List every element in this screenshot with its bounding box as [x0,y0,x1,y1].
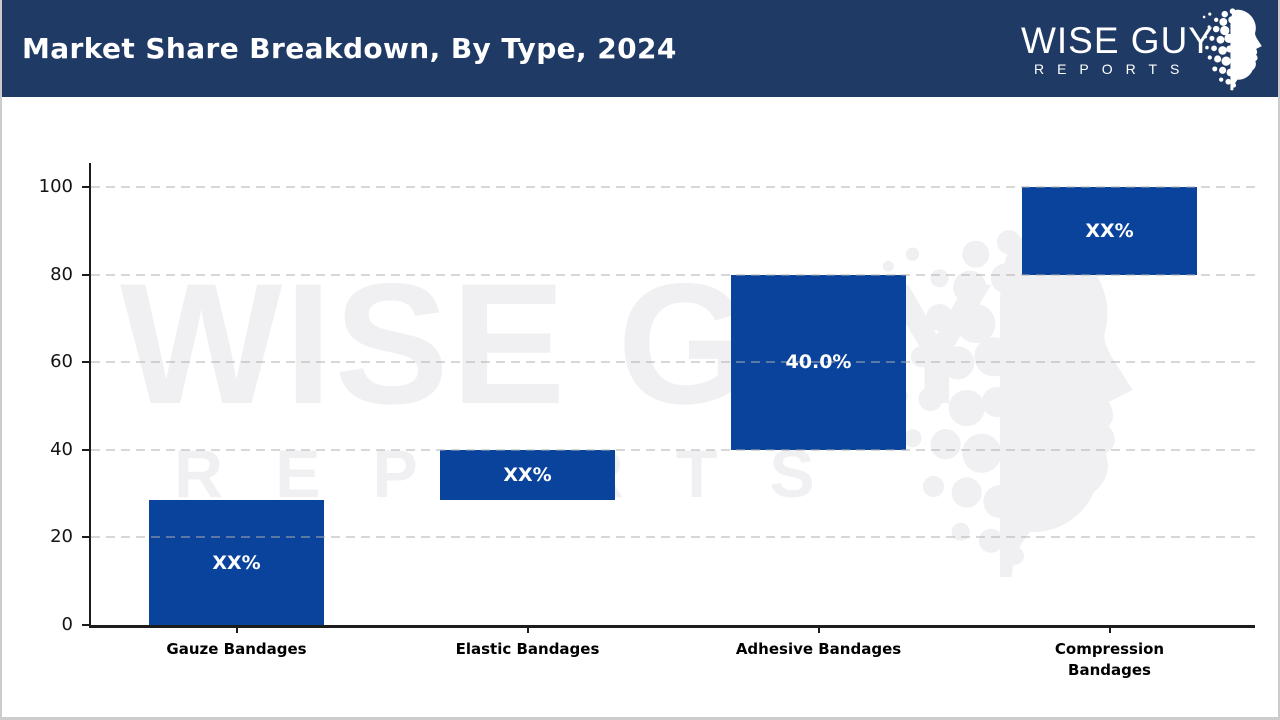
bar-value-label: XX% [212,551,261,574]
gridline-60 [91,361,1255,364]
gridline-100 [91,186,1255,189]
y-tick-label: 80 [50,263,73,285]
bar-gauze-bandages [149,500,324,625]
logo-wordmark-text: WISE GUY [1020,19,1214,61]
y-tick-label: 40 [50,438,73,460]
bar-compression-bandages [1022,187,1197,275]
wise-guy-logo: WISE GUY REPORTS [1021,7,1270,91]
x-tick-mark [1108,625,1111,633]
y-tick-mark [82,186,91,189]
gridline-40 [91,448,1255,451]
x-axis [89,625,1255,628]
page-title: Market Share Breakdown, By Type, 2024 [22,32,677,65]
category-label-1: Gauze Bandages [166,640,307,658]
logo-wordmark: WISE GUY REPORTS [1021,22,1214,76]
gridline-80 [91,273,1255,276]
y-tick-label: 20 [50,526,73,548]
category-label-3: Adhesive Bandages [735,640,902,658]
y-tick-label: 0 [61,614,73,635]
logo-subtext: REPORTS [1033,60,1193,77]
watermark-head-icon [882,230,1133,577]
y-tick-label: 100 [38,176,73,198]
y-tick-mark [82,624,91,626]
header-bar: Market Share Breakdown, By Type, 2024 WI… [2,0,1278,97]
wise-guy-head-icon [1202,7,1262,90]
bar-value-label: XX% [503,464,552,486]
y-tick-mark [82,361,91,364]
gridline-20 [91,536,1255,539]
y-tick-mark [82,448,91,451]
bar-value-label: 40.0% [785,351,852,374]
y-axis [89,163,91,628]
bar-value-label: XX% [1085,219,1134,242]
category-label-2: Elastic Bandages [455,640,600,658]
y-tick-label: 60 [50,351,73,373]
x-tick-mark [526,625,529,633]
y-tick-mark [82,273,91,276]
category-label-4: Compression Bandages [1054,640,1165,679]
x-tick-mark [235,625,238,633]
bar-elastic-bandages [440,449,615,501]
x-tick-mark [817,625,820,633]
y-tick-mark [82,536,91,539]
